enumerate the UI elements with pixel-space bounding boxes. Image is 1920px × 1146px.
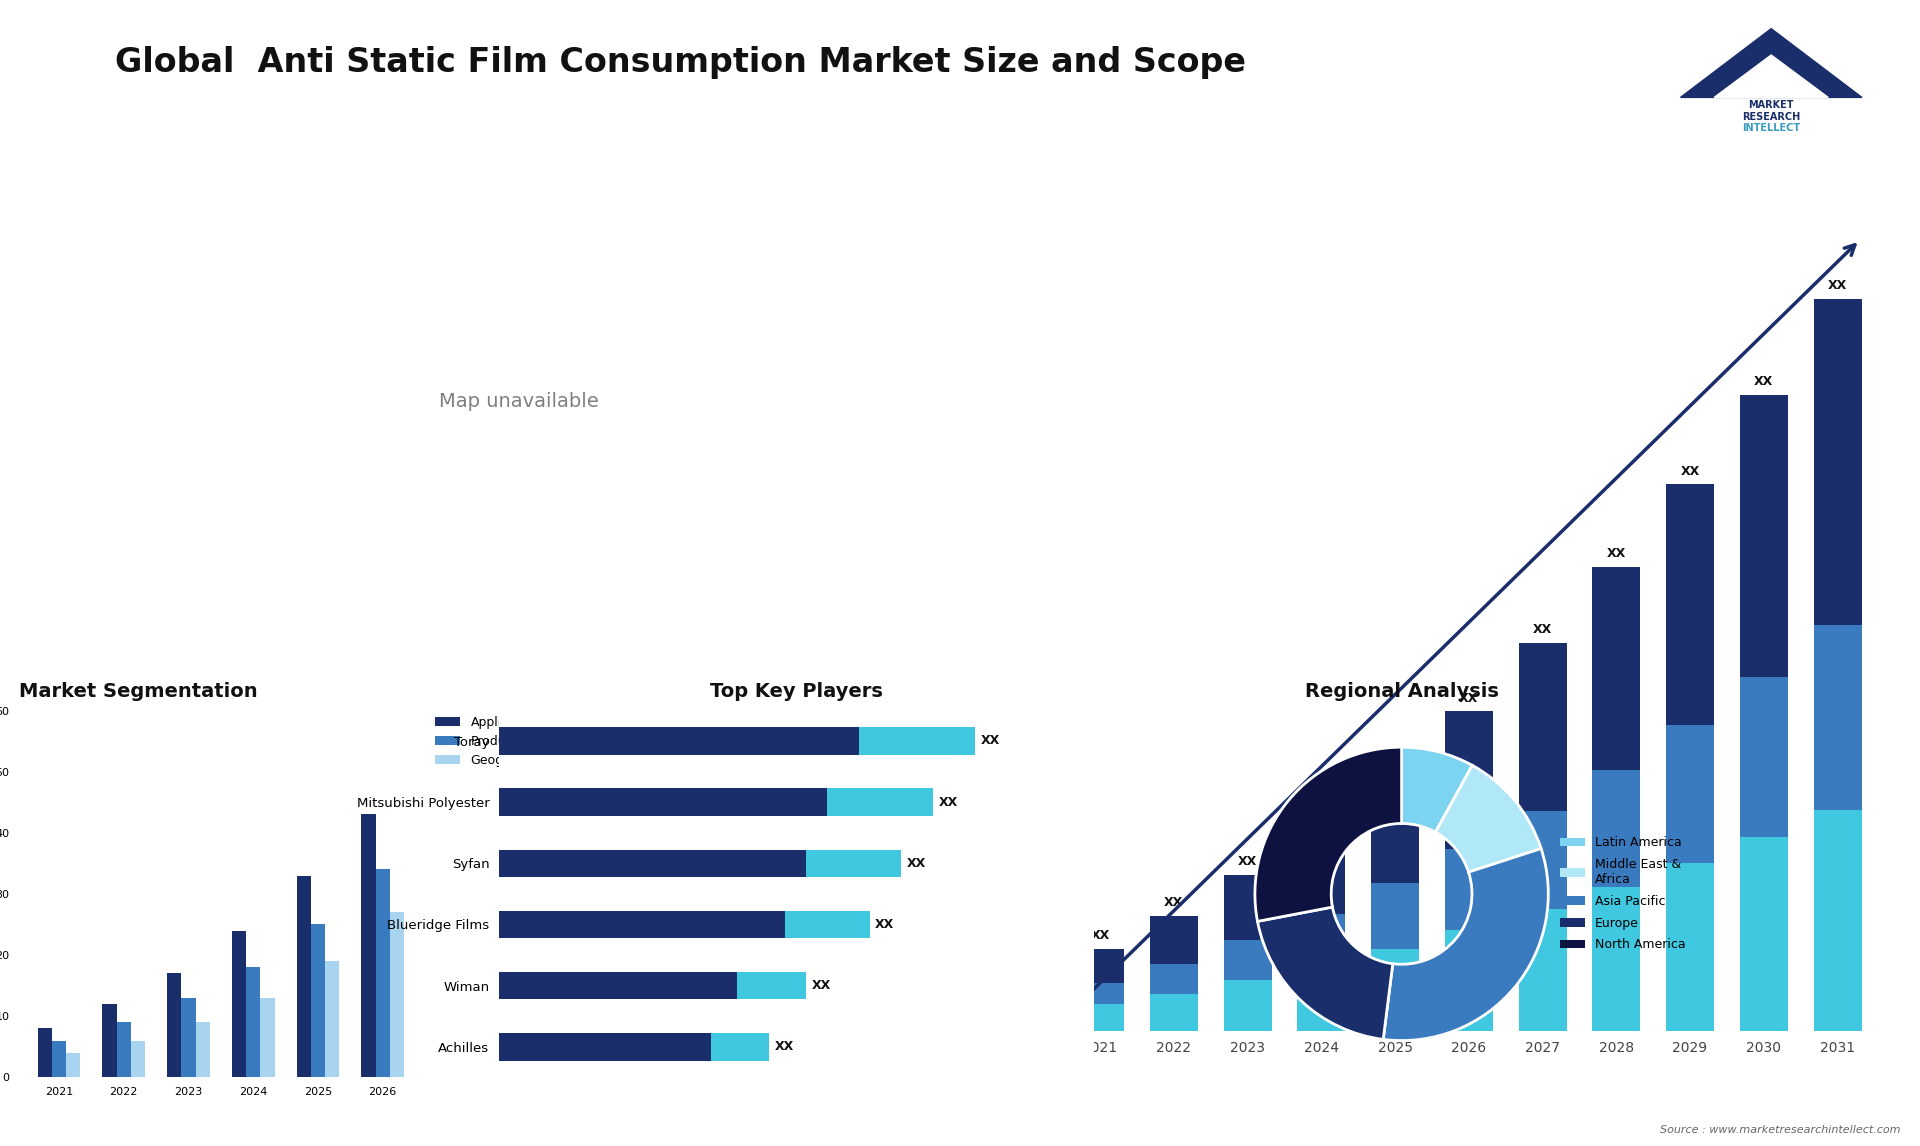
Bar	[1592, 770, 1640, 887]
Bar	[1150, 916, 1198, 964]
Wedge shape	[1436, 766, 1542, 872]
Title: Regional Analysis: Regional Analysis	[1306, 682, 1498, 700]
Text: XX: XX	[981, 735, 1000, 747]
Bar	[117, 1022, 131, 1077]
Bar	[1814, 299, 1862, 626]
Bar	[1667, 485, 1715, 725]
Bar	[167, 973, 180, 1077]
Text: MARKET: MARKET	[1749, 101, 1793, 110]
Bar	[38, 1028, 52, 1077]
Text: Source : www.marketresearchintellect.com: Source : www.marketresearchintellect.com	[1661, 1124, 1901, 1135]
Bar	[1814, 809, 1862, 1031]
Bar	[499, 1033, 710, 1060]
Bar	[499, 849, 806, 877]
Text: XX: XX	[876, 918, 895, 931]
Text: XX: XX	[1607, 547, 1626, 560]
Title: Top Key Players: Top Key Players	[710, 682, 883, 700]
Text: XX: XX	[1386, 754, 1405, 767]
Bar	[1075, 1004, 1123, 1031]
Bar	[102, 1004, 117, 1077]
Bar	[499, 728, 858, 755]
Bar	[1740, 395, 1788, 677]
Bar	[1740, 677, 1788, 837]
Bar	[1519, 909, 1567, 1031]
Text: XX: XX	[1311, 809, 1331, 822]
Text: RESEARCH: RESEARCH	[1741, 112, 1801, 121]
Text: XX: XX	[774, 1041, 793, 1053]
Bar	[1150, 964, 1198, 994]
Bar	[1446, 849, 1492, 929]
Bar	[1667, 725, 1715, 863]
Text: Map unavailable: Map unavailable	[438, 392, 599, 410]
Bar	[1519, 643, 1567, 811]
Wedge shape	[1258, 908, 1392, 1039]
Bar	[324, 961, 340, 1077]
Bar	[1150, 994, 1198, 1031]
Bar	[737, 972, 806, 999]
Bar	[52, 1041, 65, 1077]
Wedge shape	[1402, 747, 1473, 832]
Text: INTELLECT: INTELLECT	[1741, 124, 1801, 133]
Bar	[1446, 929, 1492, 1031]
Text: Market Segmentation: Market Segmentation	[19, 682, 257, 700]
Text: XX: XX	[1680, 464, 1699, 478]
Text: Global  Anti Static Film Consumption Market Size and Scope: Global Anti Static Film Consumption Mark…	[115, 46, 1246, 79]
Text: XX: XX	[1164, 896, 1183, 909]
Bar	[261, 998, 275, 1077]
Bar	[1740, 837, 1788, 1031]
Polygon shape	[1715, 55, 1828, 97]
Text: XX: XX	[1459, 692, 1478, 705]
Bar	[1446, 712, 1492, 849]
Bar	[361, 815, 376, 1077]
Bar	[1223, 874, 1271, 940]
Bar	[1298, 829, 1346, 915]
Bar	[246, 967, 261, 1077]
Text: XX: XX	[1238, 855, 1258, 868]
Bar	[1371, 884, 1419, 949]
Bar	[390, 912, 403, 1077]
Legend: Application, Product, Geography: Application, Product, Geography	[430, 711, 545, 772]
Text: XX: XX	[1091, 929, 1110, 942]
Bar	[1667, 863, 1715, 1031]
Text: XX: XX	[939, 795, 958, 809]
Bar	[1075, 949, 1123, 983]
Text: XX: XX	[1532, 622, 1551, 636]
Wedge shape	[1382, 848, 1548, 1041]
Bar	[196, 1022, 209, 1077]
Bar	[710, 1033, 770, 1060]
Bar	[1592, 887, 1640, 1031]
Bar	[785, 911, 870, 939]
Bar	[1592, 567, 1640, 770]
Bar	[499, 788, 828, 816]
Bar	[1814, 626, 1862, 809]
Bar	[1298, 966, 1346, 1031]
Bar	[1519, 811, 1567, 909]
Bar	[1223, 980, 1271, 1031]
Bar	[806, 849, 900, 877]
Bar	[499, 972, 737, 999]
Bar	[311, 925, 324, 1077]
Bar	[858, 728, 975, 755]
Bar	[65, 1053, 81, 1077]
Bar	[376, 870, 390, 1077]
Polygon shape	[1680, 29, 1862, 97]
Text: XX: XX	[1828, 278, 1847, 292]
Bar	[232, 931, 246, 1077]
Bar	[180, 998, 196, 1077]
Wedge shape	[1256, 747, 1402, 921]
Text: XX: XX	[812, 979, 831, 992]
Text: XX: XX	[1755, 375, 1774, 388]
Bar	[1371, 774, 1419, 884]
Bar	[1298, 915, 1346, 966]
Legend: Latin America, Middle East &
Africa, Asia Pacific, Europe, North America: Latin America, Middle East & Africa, Asi…	[1555, 831, 1690, 957]
Bar	[499, 911, 785, 939]
Bar	[1371, 949, 1419, 1031]
Bar	[296, 876, 311, 1077]
Bar	[1075, 983, 1123, 1004]
Bar	[131, 1041, 146, 1077]
Text: XX: XX	[906, 857, 925, 870]
Bar	[1223, 940, 1271, 980]
Bar	[828, 788, 933, 816]
